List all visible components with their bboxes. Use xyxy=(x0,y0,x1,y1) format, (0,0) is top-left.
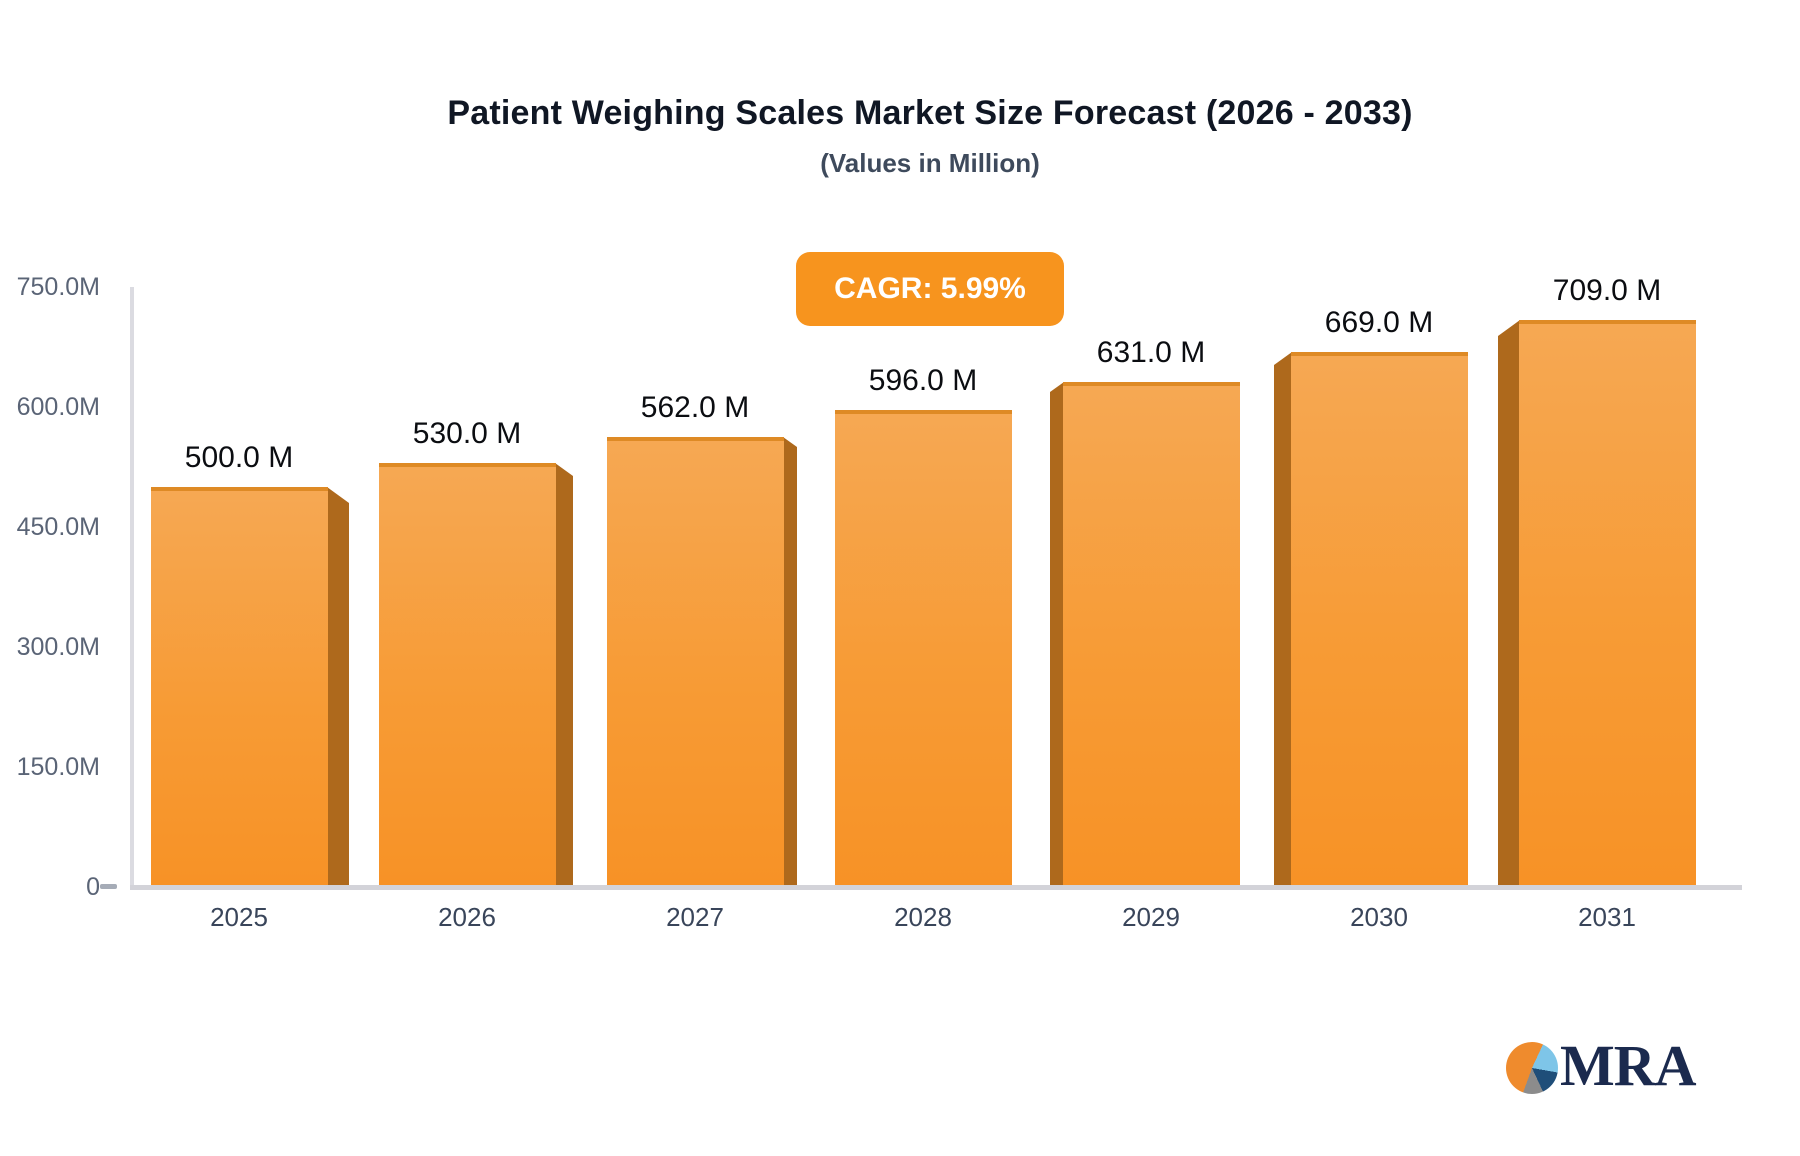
bar xyxy=(1290,352,1468,887)
cagr-badge: CAGR: 5.99% xyxy=(796,252,1064,326)
zero-tick-mark xyxy=(100,884,117,889)
y-tick-label: 300.0M xyxy=(16,633,100,661)
bar-value-label: 530.0 M xyxy=(412,417,522,450)
y-axis-line xyxy=(130,287,134,888)
bar-value-label: 500.0 M xyxy=(184,441,294,474)
pie-chart-logo-icon xyxy=(1506,1042,1558,1094)
bar-side xyxy=(1497,320,1520,887)
y-tick-label: 600.0M xyxy=(16,393,100,421)
y-tick-label: 0 xyxy=(86,873,100,901)
bar xyxy=(606,437,784,887)
y-tick-label: 450.0M xyxy=(16,513,100,541)
bar-value-label: 562.0 M xyxy=(640,391,750,424)
x-tick-label: 2028 xyxy=(894,902,952,932)
bar xyxy=(1062,382,1240,887)
bar-side xyxy=(1049,382,1064,887)
bar-value-label: 669.0 M xyxy=(1324,306,1434,339)
bar-side xyxy=(1273,352,1292,887)
x-tick-label: 2026 xyxy=(438,902,496,932)
bar xyxy=(150,487,328,887)
x-axis-line xyxy=(130,885,1742,890)
y-tick-label: 750.0M xyxy=(16,273,100,301)
bar xyxy=(378,463,556,887)
bar xyxy=(1518,320,1696,887)
x-tick-label: 2031 xyxy=(1578,902,1636,932)
cagr-badge-row: CAGR: 5.99% xyxy=(60,252,1800,326)
bar-value-label: 709.0 M xyxy=(1552,274,1662,307)
bar xyxy=(834,410,1012,887)
chart-subtitle: (Values in Million) xyxy=(820,148,1040,178)
bar-value-label: 596.0 M xyxy=(868,364,978,397)
bar-side xyxy=(782,437,797,887)
bar-side xyxy=(326,487,349,887)
bar-side xyxy=(554,463,573,887)
x-tick-label: 2030 xyxy=(1350,902,1408,932)
logo-text: MRA xyxy=(1560,1033,1697,1098)
x-tick-label: 2029 xyxy=(1122,902,1180,932)
y-tick-label: 150.0M xyxy=(16,753,100,781)
x-tick-label: 2027 xyxy=(666,902,724,932)
x-tick-label: 2025 xyxy=(210,902,268,932)
bar-value-label: 631.0 M xyxy=(1096,336,1206,369)
chart-title: Patient Weighing Scales Market Size Fore… xyxy=(447,94,1413,132)
